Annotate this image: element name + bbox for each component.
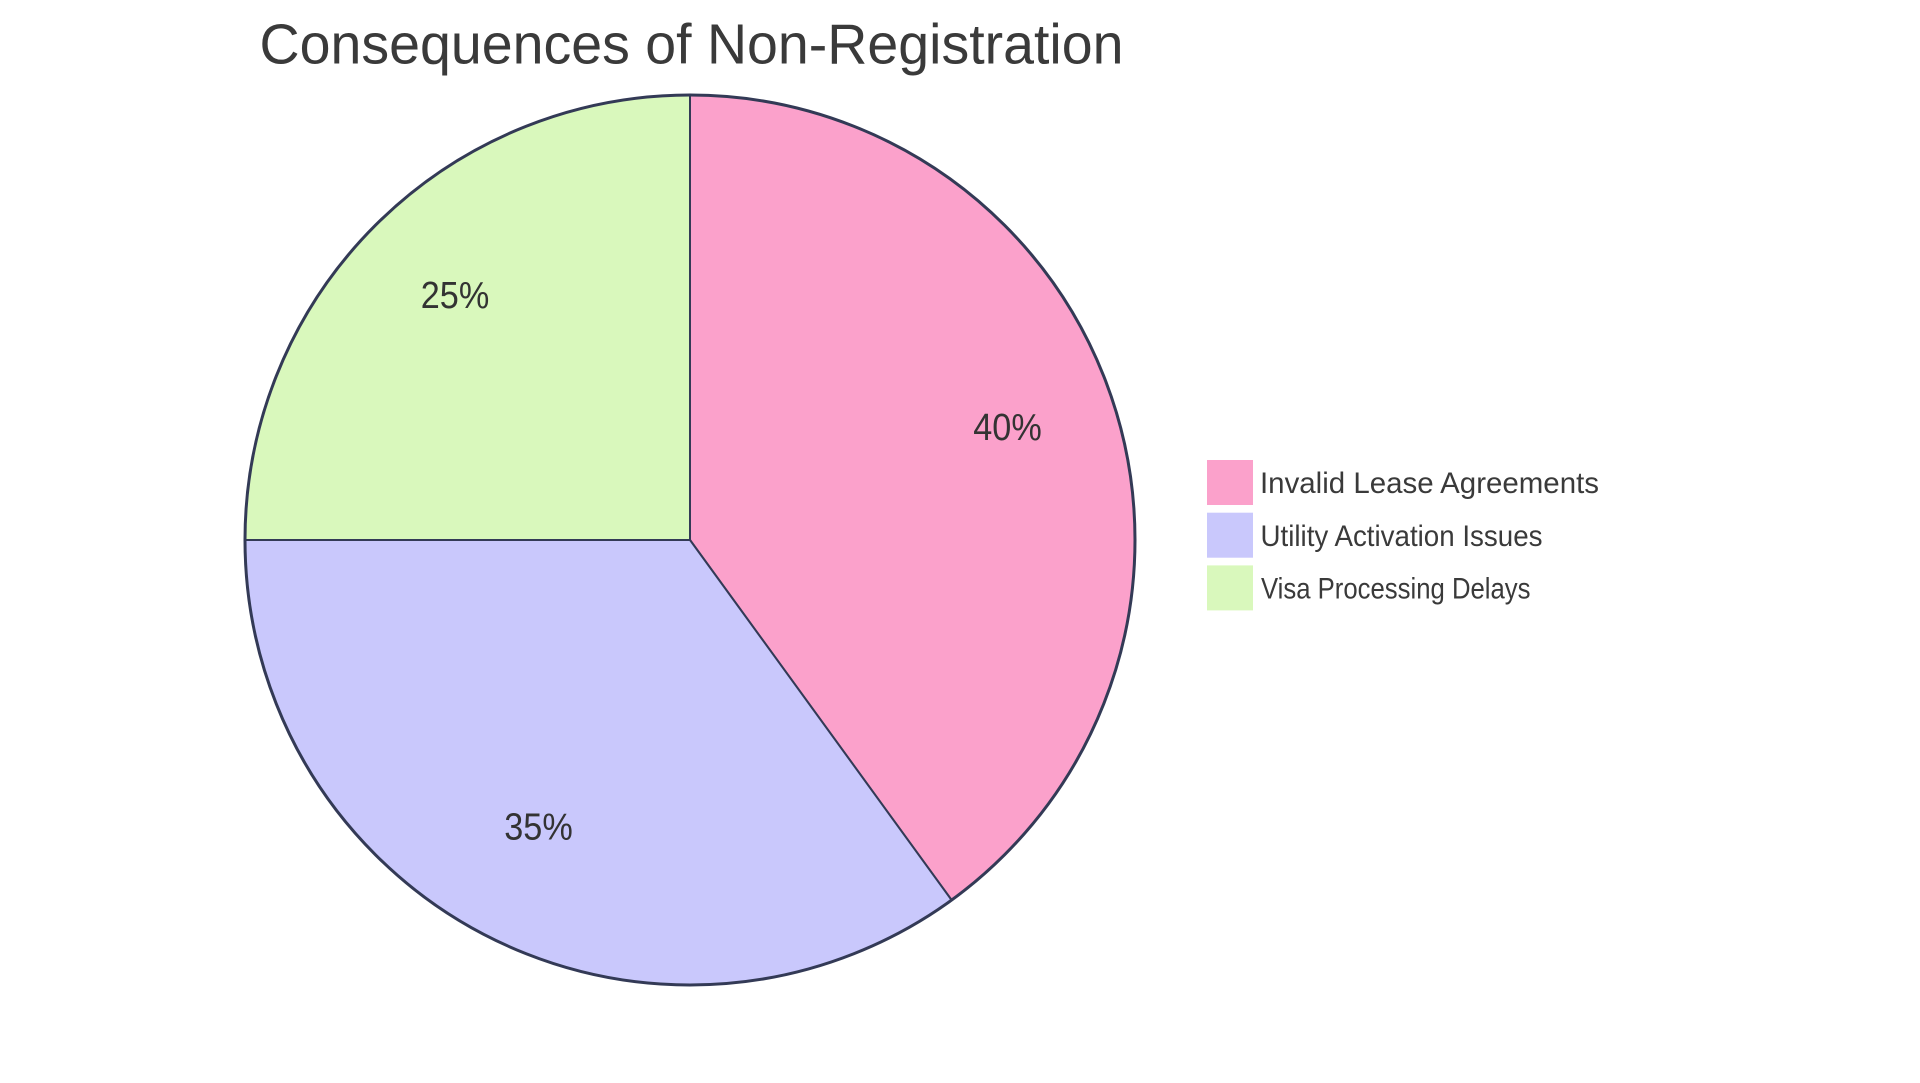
svg-text:Invalid Lease Agreements: Invalid Lease Agreements [1260,467,1599,500]
svg-text:Utility Activation Issues: Utility Activation Issues [1261,520,1543,553]
svg-text:40%: 40% [973,407,1042,449]
svg-text:25%: 25% [421,275,490,317]
svg-text:Consequences of Non-Registrati: Consequences of Non-Registration [260,12,1124,75]
svg-text:35%: 35% [504,806,573,848]
svg-text:Visa Processing Delays: Visa Processing Delays [1261,573,1531,606]
